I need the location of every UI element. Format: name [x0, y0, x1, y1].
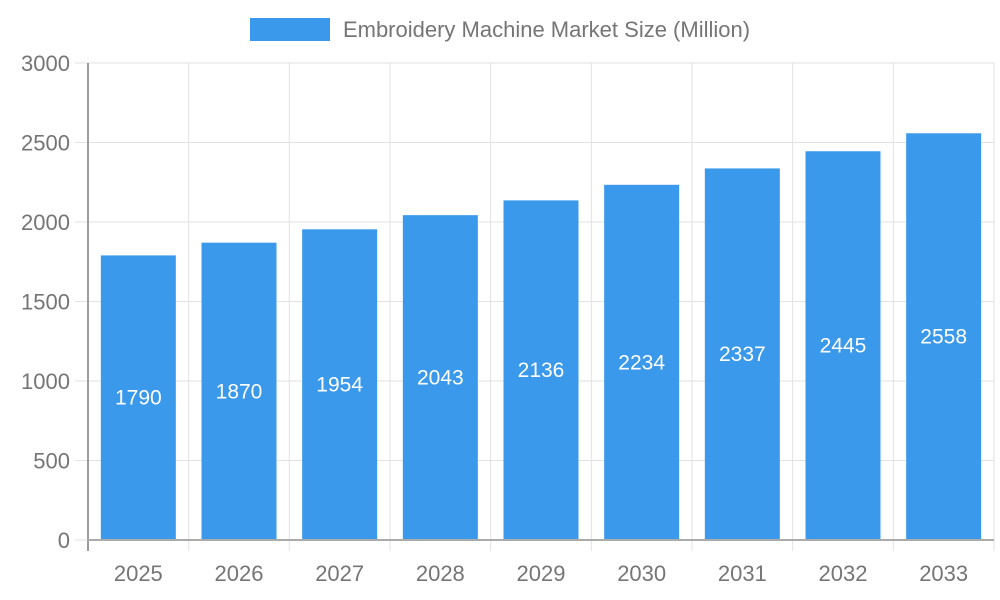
y-axis-label: 2000 [21, 210, 70, 235]
bar-2026 [201, 242, 277, 541]
bar-value-label: 2136 [518, 359, 565, 382]
x-axis-label: 2028 [416, 561, 465, 586]
bar-2025 [100, 255, 176, 540]
bar-value-label: 2558 [920, 326, 967, 349]
x-axis-label: 2026 [215, 561, 264, 586]
x-axis-label: 2029 [517, 561, 566, 586]
y-axis-label: 1500 [21, 290, 70, 315]
legend-swatch [249, 18, 330, 41]
x-axis-label: 2033 [919, 561, 968, 586]
legend[interactable]: Embroidery Machine Market Size (Million) [0, 18, 1000, 41]
x-axis-label: 2032 [819, 561, 868, 586]
bar-2030 [604, 184, 680, 540]
y-axis-label: 0 [58, 528, 70, 553]
bar-2033 [906, 133, 982, 540]
x-axis-label: 2030 [617, 561, 666, 586]
bar-2028 [402, 215, 478, 540]
bar-value-label: 2043 [417, 367, 464, 390]
y-axis-label: 2500 [21, 131, 70, 156]
bar-value-label: 1954 [316, 374, 363, 397]
bar-2032 [805, 151, 881, 540]
y-axis-label: 1000 [21, 369, 70, 394]
bar-value-label: 2445 [820, 335, 867, 358]
bar-2027 [302, 229, 378, 540]
legend-label: Embroidery Machine Market Size (Million) [342, 17, 751, 42]
y-axis-label: 3000 [21, 51, 70, 76]
bar-2029 [503, 200, 579, 540]
bar-2031 [704, 168, 780, 541]
x-axis-label: 2031 [718, 561, 767, 586]
y-axis-label: 500 [33, 449, 70, 474]
bar-value-label: 2234 [618, 351, 665, 374]
bar-value-label: 1870 [216, 380, 263, 403]
x-axis-label: 2027 [315, 561, 364, 586]
x-axis-label: 2025 [114, 561, 163, 586]
bar-value-label: 1790 [115, 387, 162, 410]
bar-value-label: 2337 [719, 343, 766, 366]
